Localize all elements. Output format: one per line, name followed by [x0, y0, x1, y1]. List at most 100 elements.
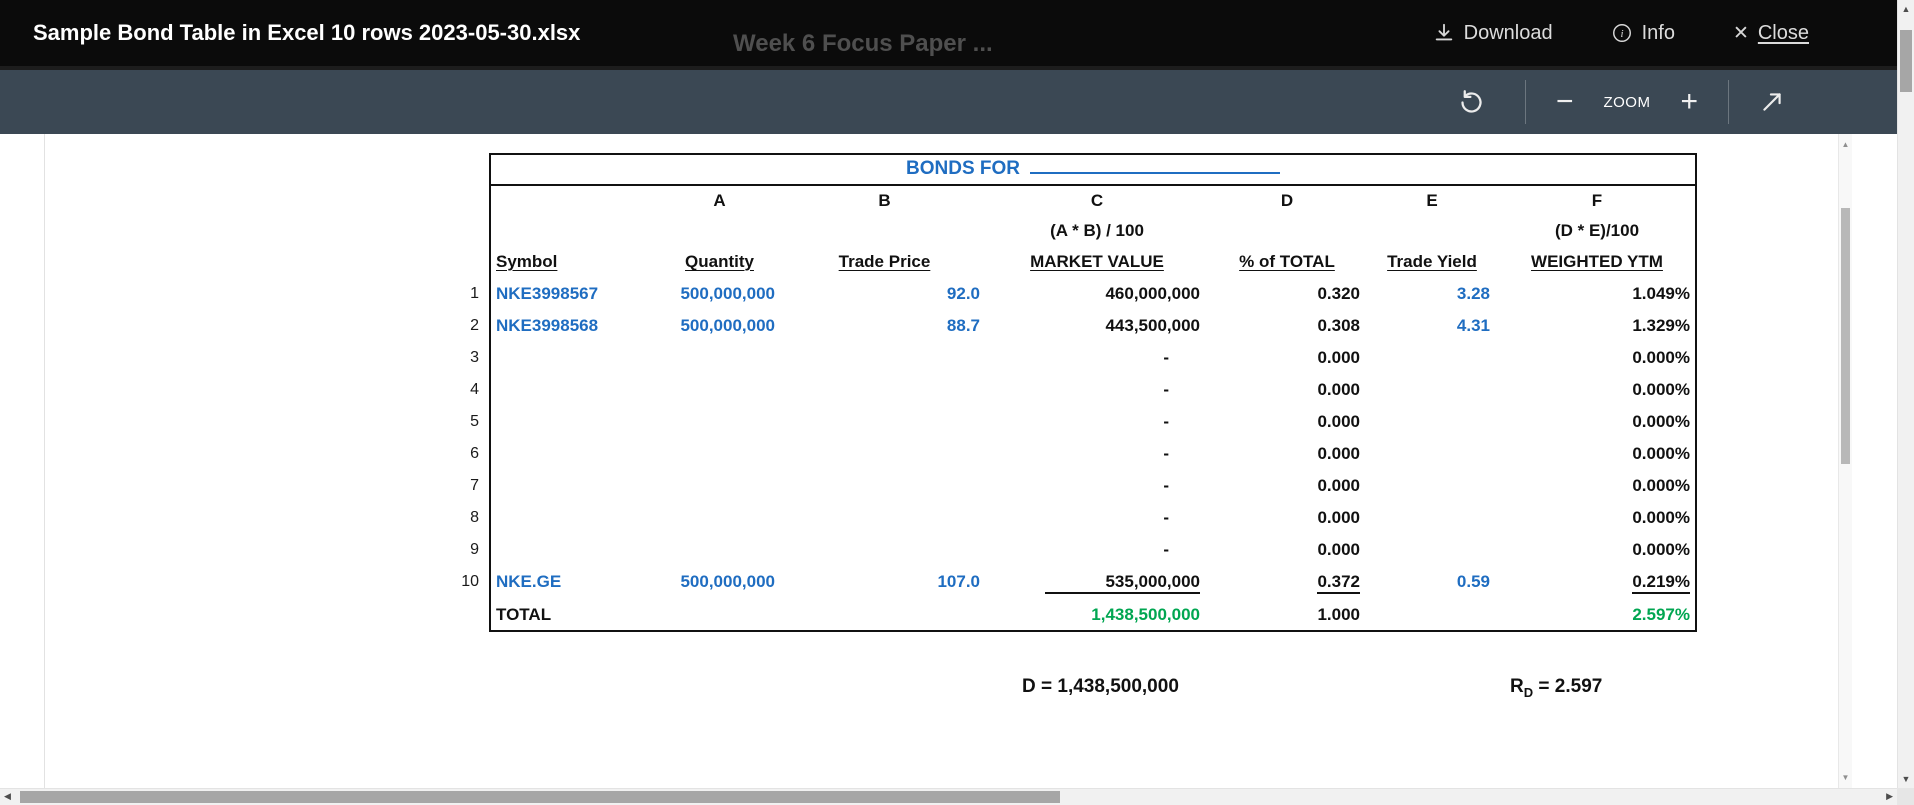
page-scrollbar-thumb[interactable] [1900, 30, 1912, 92]
close-icon: ✕ [1732, 22, 1749, 44]
cell-weighted-ytm: 1.049% [1632, 284, 1690, 303]
sheet-row: 7 - 0.000 0.000% [445, 470, 1697, 502]
header-market-value: MARKET VALUE [1030, 252, 1164, 271]
cell-pct-total: 0.372 [1207, 572, 1367, 594]
total-market-value: 1,438,500,000 [1091, 605, 1200, 624]
row-number: 8 [470, 509, 479, 526]
row-number: 5 [470, 413, 479, 430]
cell-quantity: 500,000,000 [680, 572, 775, 591]
header-symbol: Symbol [496, 252, 558, 271]
info-icon: i [1612, 24, 1631, 42]
total-pct: 1.000 [1317, 605, 1360, 624]
scroll-right-icon[interactable]: ▶ [1886, 791, 1893, 801]
row-number: 7 [470, 477, 479, 494]
row-number: 6 [470, 445, 479, 462]
cell-pct-total: 0.320 [1317, 284, 1360, 303]
scroll-down-icon[interactable]: ▼ [1841, 773, 1850, 782]
column-letter-d: D [1280, 191, 1294, 210]
cell-market-value: - [1163, 508, 1169, 527]
svg-text:i: i [1620, 28, 1623, 40]
scroll-left-icon[interactable]: ◀ [4, 791, 11, 801]
fullscreen-button[interactable] [1755, 89, 1789, 115]
document-left-edge [44, 134, 45, 788]
cell-trade-price: 92.0 [946, 284, 980, 303]
cell-weighted-ytm: 0.219% [1497, 572, 1697, 594]
cell-pct-total: 0.000 [1317, 348, 1360, 367]
sheet-row: 5 - 0.000 0.000% [445, 406, 1697, 438]
page-scrollbar-horizontal-thumb[interactable] [20, 791, 1060, 803]
row-number: 10 [461, 573, 479, 590]
cell-weighted-ytm: 0.000% [1632, 380, 1690, 399]
overlay-gap [0, 66, 1897, 70]
total-weighted-ytm: 2.597% [1632, 605, 1690, 624]
toolbar-separator [1524, 80, 1526, 124]
cell-pct-total: 0.000 [1317, 508, 1360, 527]
scroll-up-icon[interactable]: ▲ [1901, 4, 1911, 14]
document-scrollbar-thumb[interactable] [1841, 208, 1850, 464]
download-button[interactable]: Download [1433, 22, 1553, 45]
cell-pct-total: 0.000 [1317, 380, 1360, 399]
column-letter-c: C [1090, 191, 1104, 210]
document-scrollbar[interactable]: ▲ ▼ [1838, 134, 1852, 788]
header-pct-total: % of TOTAL [1239, 252, 1335, 271]
zoom-label: ZOOM [1603, 93, 1651, 111]
cell-quantity: 500,000,000 [680, 284, 775, 303]
background-page-text: Week 6 Focus Paper ... [733, 30, 993, 57]
cell-market-value: - [1163, 444, 1169, 463]
rotate-button[interactable] [1454, 89, 1489, 116]
scroll-up-icon[interactable]: ▲ [1841, 140, 1850, 149]
preview-header: Week 6 Focus Paper ... Sample Bond Table… [0, 0, 1897, 66]
info-button[interactable]: i Info [1611, 22, 1675, 45]
cell-pct-total: 0.000 [1317, 444, 1360, 463]
formula-market-value: (A * B) / 100 [1050, 221, 1144, 240]
footnote-d: D = 1,438,500,000 [1022, 676, 1179, 697]
cell-market-value: - [1163, 412, 1169, 431]
page-scrollbar-vertical[interactable]: ▲ ▼ [1897, 0, 1914, 788]
cell-weighted-ytm: 0.000% [1632, 508, 1690, 527]
sheet-row: 3 - 0.000 0.000% [445, 342, 1697, 374]
scroll-down-icon[interactable]: ▼ [1901, 774, 1911, 784]
cell-pct-total: 0.000 [1317, 412, 1360, 431]
info-label: Info [1641, 21, 1675, 44]
document-viewport: BONDS FOR A B C D E F (A * [0, 134, 1897, 788]
cell-weighted-ytm: 0.000% [1632, 476, 1690, 495]
page-scrollbar-horizontal[interactable]: ◀ ▶ [0, 788, 1897, 805]
header-trade-price: Trade Price [838, 252, 931, 271]
cell-market-value: 460,000,000 [1105, 284, 1200, 303]
column-letter-f: F [1591, 191, 1603, 210]
cell-symbol: NKE.GE [496, 572, 562, 591]
sheet-row: 2 NKE3998568 500,000,000 88.7 443,500,000 0.3… [445, 310, 1697, 342]
row-number: 4 [470, 381, 479, 398]
header-actions: Download i Info ✕ Close [1433, 0, 1897, 66]
zoom-in-button[interactable]: + [1676, 87, 1702, 117]
sheet-title-cell: BONDS FOR [489, 153, 1697, 186]
column-letter-b: B [878, 191, 891, 210]
zoom-out-button[interactable]: − [1552, 87, 1578, 117]
cell-market-value: 535,000,000 [987, 572, 1207, 594]
column-letter-a: A [713, 191, 726, 210]
scrollbar-corner [1897, 788, 1914, 805]
row-number: 9 [470, 541, 479, 558]
rotate-icon [1461, 89, 1482, 113]
row-number: 3 [470, 349, 479, 366]
formula-weighted-ytm: (D * E)/100 [1554, 221, 1640, 240]
header-quantity: Quantity [685, 252, 754, 271]
cell-market-value: - [1163, 348, 1169, 367]
close-label: Close [1757, 21, 1809, 44]
cell-trade-price: 107.0 [937, 572, 980, 591]
spreadsheet: BONDS FOR A B C D E F (A * [445, 153, 1697, 632]
total-row: TOTAL 1,438,500,000 1.000 2.597% [445, 598, 1697, 632]
cell-trade-yield: 0.59 [1456, 572, 1490, 591]
sheet-title-row: BONDS FOR [445, 153, 1697, 186]
sheet-row: 4 - 0.000 0.000% [445, 374, 1697, 406]
header-row: Symbol Quantity Trade Price MARKET VALUE… [445, 246, 1697, 278]
total-label: TOTAL [496, 605, 552, 624]
cell-weighted-ytm: 0.000% [1632, 444, 1690, 463]
close-button[interactable]: ✕ Close [1733, 22, 1809, 45]
sheet-rows: 1 NKE3998567 500,000,000 92.0 460,000,000 0.3… [445, 278, 1697, 598]
cell-trade-yield: 3.28 [1456, 284, 1490, 303]
cell-weighted-ytm: 1.329% [1632, 316, 1690, 335]
expand-icon [1763, 93, 1781, 111]
cell-symbol: NKE3998568 [496, 316, 599, 335]
row-number: 1 [470, 285, 479, 302]
